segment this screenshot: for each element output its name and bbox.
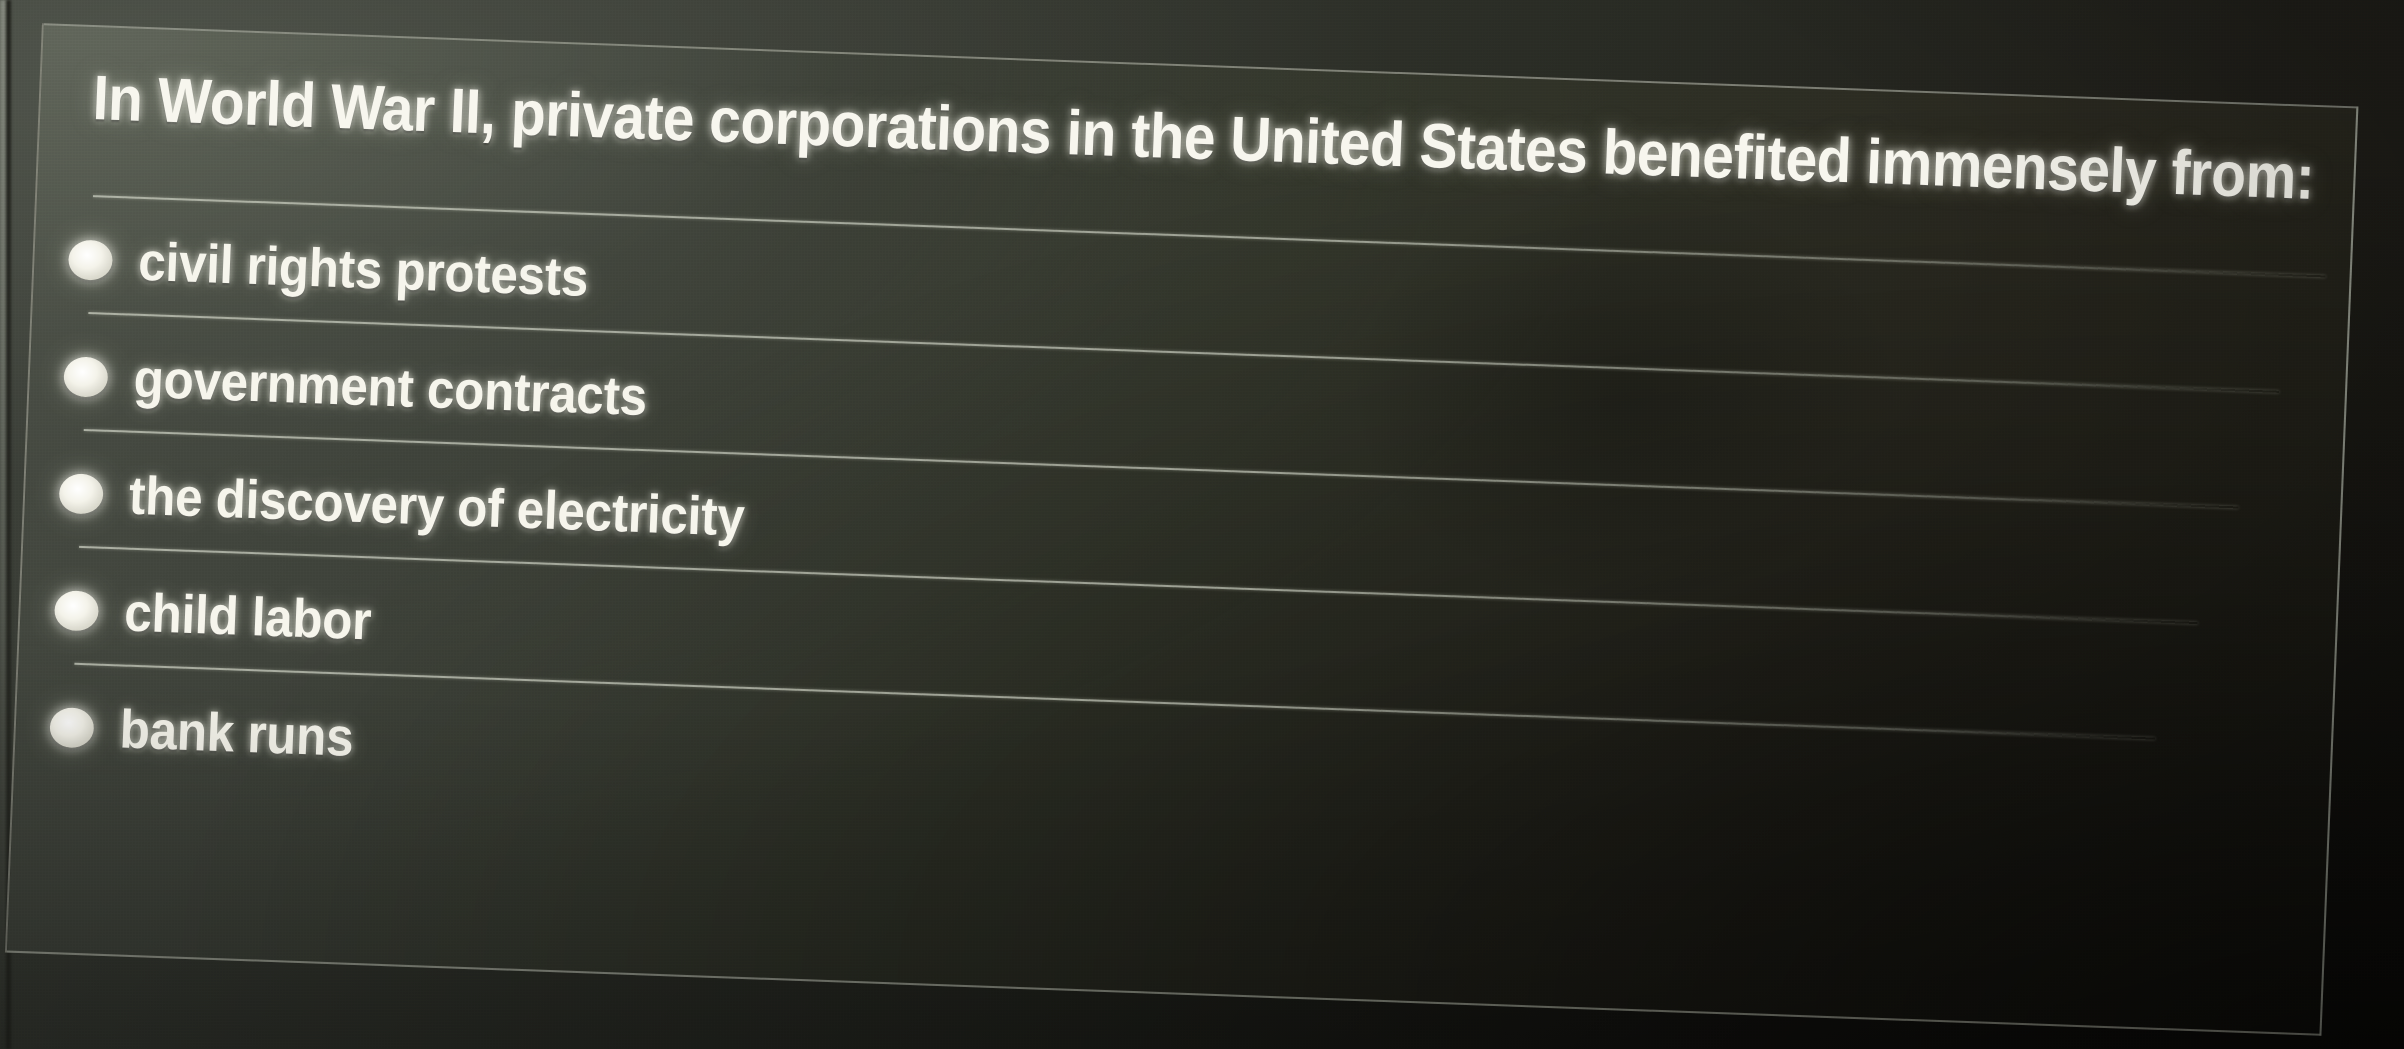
- radio-button-icon[interactable]: [58, 473, 104, 515]
- option-row[interactable]: bank runs: [49, 696, 377, 770]
- answer-options-list: civil rights protests government contrac…: [48, 194, 2350, 860]
- option-row[interactable]: child labor: [53, 579, 395, 653]
- radio-button-icon[interactable]: [49, 706, 95, 749]
- option-label: government contracts: [132, 348, 649, 428]
- option-label: bank runs: [118, 699, 355, 768]
- question-prompt: In World War II, private corporations in…: [91, 63, 2316, 213]
- option-row[interactable]: the discovery of electricity: [58, 462, 803, 551]
- option-label: civil rights protests: [137, 231, 590, 308]
- card-inner: In World War II, private corporations in…: [7, 25, 2356, 1033]
- radio-button-icon[interactable]: [67, 239, 114, 281]
- option-row[interactable]: government contracts: [63, 345, 696, 430]
- option-label: the discovery of electricity: [127, 465, 746, 548]
- option-label: child labor: [123, 582, 373, 652]
- option-row[interactable]: civil rights protests: [67, 228, 631, 310]
- radio-button-icon[interactable]: [63, 356, 109, 398]
- question-card: In World War II, private corporations in…: [4, 23, 2359, 1036]
- radio-button-icon[interactable]: [53, 590, 100, 632]
